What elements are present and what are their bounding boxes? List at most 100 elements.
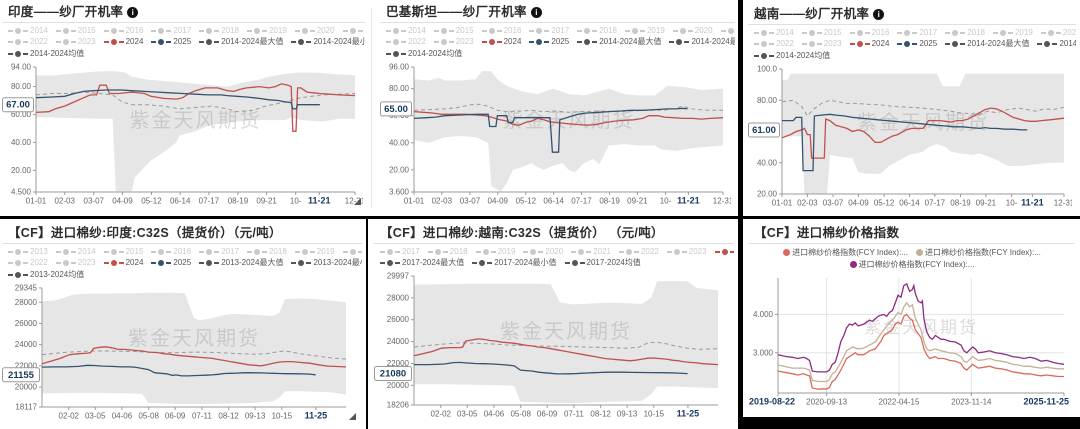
- legend-marker-icon: [110, 248, 117, 255]
- legend-item[interactable]: 2021: [571, 247, 611, 256]
- svg-text:12-31: 12-31: [713, 197, 731, 206]
- legend-item[interactable]: 2023: [801, 39, 842, 48]
- legend-item[interactable]: 2024: [481, 37, 521, 46]
- legend-item[interactable]: 2024: [103, 37, 143, 46]
- legend-marker-icon: [70, 29, 76, 32]
- legend-item[interactable]: 2017: [151, 26, 191, 35]
- panel-title: 越南——纱厂开机率: [754, 7, 870, 21]
- legend-item[interactable]: 2015: [433, 26, 474, 35]
- legend-marker-icon: [684, 40, 690, 43]
- legend-item[interactable]: 2020: [294, 26, 335, 35]
- legend-marker-icon: [151, 250, 157, 253]
- legend-item[interactable]: 2015: [801, 28, 842, 37]
- legend-item[interactable]: 2015: [55, 26, 96, 35]
- legend-marker-icon: [729, 250, 734, 253]
- info-icon[interactable]: i: [873, 9, 885, 20]
- legend-item[interactable]: 2017: [380, 247, 420, 256]
- legend-item[interactable]: 2017-2024最小值: [472, 257, 557, 268]
- legend-item[interactable]: 2020: [523, 247, 563, 256]
- legend-item[interactable]: 2021: [720, 26, 735, 35]
- legend-item[interactable]: 2023: [433, 37, 474, 46]
- legend-item[interactable]: 2019: [246, 26, 287, 35]
- legend-item[interactable]: 2013-2024均值: [8, 269, 84, 280]
- legend-item[interactable]: 2014-2024最小值: [669, 36, 735, 47]
- legend-item[interactable]: 进口棉纱价格指数(FCY Index):...: [783, 247, 908, 258]
- legend-item[interactable]: 2016: [481, 26, 521, 35]
- divider-bottom-bar: [738, 417, 1080, 429]
- legend-item[interactable]: 2016: [151, 247, 191, 256]
- legend-item[interactable]: 2016: [849, 28, 889, 37]
- legend-item[interactable]: 2019: [624, 26, 665, 35]
- legend-item[interactable]: 2024: [849, 39, 889, 48]
- legend-item[interactable]: 进口棉纱价格指数(FCY Index):...: [849, 259, 974, 270]
- legend-item[interactable]: 2023: [55, 258, 96, 267]
- legend-item[interactable]: 2013: [8, 247, 48, 256]
- legend-marker-icon: [15, 271, 21, 278]
- legend-marker-icon: [309, 250, 315, 253]
- legend-item[interactable]: 2017: [199, 247, 239, 256]
- legend-item[interactable]: 2024: [714, 247, 734, 256]
- watermark: 紫金天风期货: [500, 320, 632, 343]
- legend-item[interactable]: 2025: [529, 37, 569, 46]
- legend-item[interactable]: 2021: [342, 26, 365, 35]
- legend-item[interactable]: 2025: [897, 39, 937, 48]
- legend-item[interactable]: 2018: [577, 26, 617, 35]
- legend-label: 2013-2024最大值: [221, 258, 284, 267]
- legend-label: 2019: [268, 26, 287, 35]
- legend-item[interactable]: 进口棉纱价格指数(FCY Index):...: [916, 247, 1041, 258]
- legend-item[interactable]: 2016: [103, 26, 143, 35]
- legend-item[interactable]: 2022: [386, 37, 426, 46]
- legend-item[interactable]: 2020: [342, 247, 362, 256]
- legend-item[interactable]: 2025: [151, 37, 191, 46]
- legend-item[interactable]: 2022: [618, 247, 659, 256]
- legend-item[interactable]: 2014-2024最大值: [199, 36, 283, 47]
- legend-item[interactable]: 2014: [754, 28, 794, 37]
- legend-item[interactable]: 2023: [55, 37, 96, 46]
- legend-item[interactable]: 2018: [945, 28, 985, 37]
- legend-marker-icon: [8, 261, 13, 264]
- svg-text:40.00: 40.00: [757, 158, 778, 167]
- legend-item[interactable]: 2017: [529, 26, 569, 35]
- legend-item[interactable]: 2017: [897, 28, 937, 37]
- legend-item[interactable]: 2020: [672, 26, 713, 35]
- legend-item[interactable]: 2018: [199, 26, 239, 35]
- legend-item[interactable]: 2017-2024均值: [564, 257, 641, 268]
- resize-handle-icon: [354, 198, 361, 205]
- legend-item[interactable]: 2017-2024最大值: [380, 257, 464, 268]
- legend-item[interactable]: 2019: [294, 247, 335, 256]
- legend-marker-icon: [488, 27, 495, 34]
- legend-item[interactable]: 2014: [386, 26, 426, 35]
- legend-marker-icon: [8, 52, 13, 55]
- current-value-box: [748, 122, 780, 138]
- legend-marker-icon: [960, 42, 966, 45]
- legend-item[interactable]: 2019: [992, 28, 1033, 37]
- legend-item[interactable]: 2014-2024均值: [386, 48, 462, 59]
- legend-item[interactable]: 2014-2024最小值: [1037, 38, 1076, 49]
- legend-marker-icon: [523, 250, 529, 253]
- legend-item[interactable]: 2023: [666, 247, 707, 256]
- legend-item[interactable]: 2020: [1040, 28, 1076, 37]
- legend-item[interactable]: 2022: [754, 39, 794, 48]
- legend-item[interactable]: 2022: [8, 258, 48, 267]
- legend-item[interactable]: 2013-2024最小值: [291, 257, 362, 268]
- info-icon[interactable]: i: [127, 7, 139, 18]
- legend-item[interactable]: 2014-2024最大值: [577, 36, 661, 47]
- legend-item[interactable]: 2013-2024最大值: [199, 257, 283, 268]
- legend-item[interactable]: 2014-2024均值: [754, 50, 830, 61]
- legend-item[interactable]: 2014-2024均值: [8, 48, 84, 59]
- legend-marker-icon: [261, 250, 267, 253]
- legend-item[interactable]: 2014-2024最小值: [291, 36, 365, 47]
- legend-item[interactable]: 2019: [475, 247, 515, 256]
- legend-marker-icon: [808, 29, 815, 36]
- legend-item[interactable]: 2025: [151, 258, 191, 267]
- legend-item[interactable]: 2014: [55, 247, 96, 256]
- legend-item[interactable]: 2014-2024最大值: [945, 38, 1029, 49]
- legend-item[interactable]: 2018: [246, 247, 287, 256]
- legend-item[interactable]: 2018: [427, 247, 468, 256]
- legend-item[interactable]: 2014: [8, 26, 48, 35]
- legend-item[interactable]: 2015: [103, 247, 143, 256]
- legend-item[interactable]: 2024: [103, 258, 143, 267]
- svg-text:12-31: 12-31: [345, 197, 363, 206]
- legend-item[interactable]: 2022: [8, 37, 48, 46]
- info-icon[interactable]: i: [530, 7, 542, 18]
